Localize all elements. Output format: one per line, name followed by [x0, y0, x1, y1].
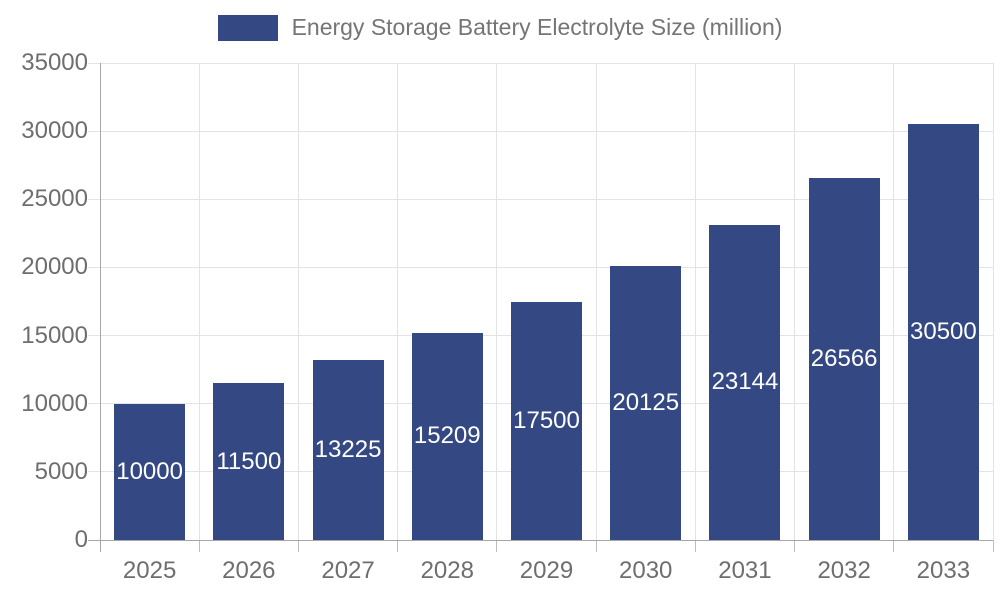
y-axis-tick [88, 471, 100, 473]
legend-swatch-icon [217, 14, 278, 41]
y-axis-tick-label: 25000 [21, 185, 88, 213]
y-gridline [100, 62, 993, 64]
x-gridline [595, 63, 597, 540]
x-gridline [496, 63, 498, 540]
bar-2028 [411, 332, 483, 540]
y-axis-tick [88, 198, 100, 200]
x-axis-tick [496, 540, 498, 552]
x-gridline [893, 63, 895, 540]
y-axis-tick-label: 5000 [34, 457, 88, 485]
bar-value-label-2027: 13225 [314, 435, 382, 463]
x-gridline [992, 63, 994, 540]
x-axis-tick-label-2033: 2033 [916, 557, 971, 584]
x-axis-tick [297, 540, 299, 552]
y-axis-tick-label: 20000 [21, 253, 88, 281]
bar-2031 [709, 224, 781, 540]
y-gridline [100, 198, 993, 200]
bar-value-label-2031: 23144 [711, 368, 779, 396]
x-axis-tick [595, 540, 597, 552]
bar-value-label-2029: 17500 [513, 406, 580, 434]
x-gridline [397, 63, 399, 540]
x-gridline [297, 63, 299, 540]
x-axis-tick-label-2029: 2029 [519, 557, 574, 584]
bar-value-label-2030: 20125 [612, 388, 680, 416]
x-axis-line [88, 539, 993, 541]
y-axis-tick [88, 335, 100, 337]
y-axis-tick-label: 35000 [21, 49, 88, 76]
y-axis-line [99, 63, 101, 552]
bar-2030 [610, 265, 682, 540]
bar-value-label-2033: 30500 [910, 318, 977, 346]
bar-value-label-2025: 10000 [116, 457, 183, 485]
x-axis-tick [794, 540, 796, 552]
bar-2032 [808, 177, 880, 540]
legend-item[interactable]: Energy Storage Battery Electrolyte Size … [217, 14, 783, 41]
y-axis-tick [88, 62, 100, 64]
x-axis-tick [694, 540, 696, 552]
bar-value-label-2028: 15209 [413, 422, 481, 450]
x-axis-tick-label-2025: 2025 [122, 557, 177, 584]
x-axis-tick-label-2027: 2027 [321, 557, 375, 584]
bar-2029 [511, 301, 582, 540]
bar-2033 [907, 124, 979, 540]
y-gridline [100, 266, 993, 268]
bar-2025 [114, 403, 186, 540]
bar-2026 [213, 383, 285, 540]
y-axis-tick [88, 266, 100, 268]
chart-legend: Energy Storage Battery Electrolyte Size … [0, 14, 1000, 41]
x-axis-tick-label-2031: 2031 [718, 557, 772, 584]
x-axis-tick-label-2032: 2032 [817, 557, 871, 584]
y-axis-tick-label: 15000 [21, 321, 88, 349]
x-axis-tick-label-2028: 2028 [420, 557, 474, 584]
y-axis-tick [88, 403, 100, 405]
bar-2027 [312, 359, 384, 540]
x-axis-tick-label-2030: 2030 [619, 557, 673, 584]
y-axis-tick-label: 10000 [21, 389, 88, 417]
y-axis-tick-label: 30000 [21, 117, 88, 145]
y-axis-tick-label: 0 [74, 526, 88, 553]
bar-value-label-2032: 26566 [810, 344, 878, 372]
y-gridline [100, 130, 993, 132]
legend-label: Energy Storage Battery Electrolyte Size … [291, 14, 783, 40]
x-axis-tick [397, 540, 399, 552]
x-axis-tick [198, 540, 200, 552]
bar-value-label-2026: 11500 [216, 447, 282, 475]
x-gridline [694, 63, 696, 540]
x-gridline [198, 63, 200, 540]
x-axis-tick [893, 540, 895, 552]
y-axis-tick [88, 130, 100, 132]
x-axis-tick-label-2026: 2026 [222, 557, 276, 584]
x-axis-tick [992, 540, 994, 552]
x-gridline [794, 63, 796, 540]
